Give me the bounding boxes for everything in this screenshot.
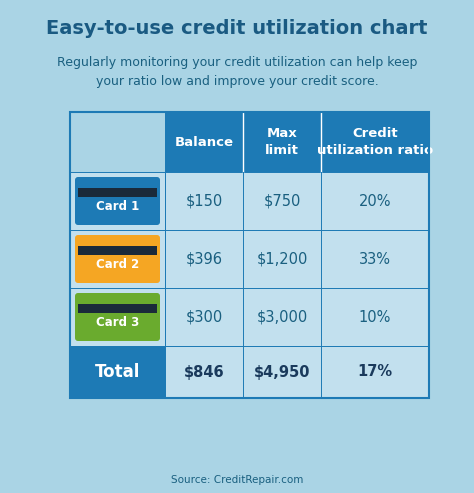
Text: Regularly monitoring your credit utilization can help keep
your ratio low and im: Regularly monitoring your credit utiliza… [57, 56, 417, 88]
FancyBboxPatch shape [75, 235, 160, 283]
Bar [70, 346, 165, 398]
Bar [70, 172, 165, 230]
Text: Easy-to-use credit utilization chart: Easy-to-use credit utilization chart [46, 19, 428, 37]
Text: Card 2: Card 2 [96, 258, 139, 272]
Text: Card 3: Card 3 [96, 317, 139, 329]
FancyBboxPatch shape [75, 293, 160, 341]
Text: Total: Total [95, 363, 140, 381]
Text: 33%: 33% [359, 251, 391, 267]
Bar [165, 112, 429, 172]
Bar [70, 112, 429, 398]
Text: $846: $846 [184, 364, 224, 380]
FancyBboxPatch shape [75, 177, 160, 225]
Text: $150: $150 [185, 193, 223, 209]
Text: Source: CreditRepair.com: Source: CreditRepair.com [171, 475, 303, 485]
Text: 20%: 20% [359, 193, 391, 209]
Text: $3,000: $3,000 [256, 310, 308, 324]
Bar [70, 230, 165, 288]
Text: Card 1: Card 1 [96, 201, 139, 213]
Bar [165, 230, 429, 288]
Text: $396: $396 [185, 251, 222, 267]
Text: $4,950: $4,950 [254, 364, 310, 380]
Text: 17%: 17% [357, 364, 392, 380]
Text: $750: $750 [264, 193, 301, 209]
Bar [165, 346, 429, 398]
Text: $300: $300 [185, 310, 223, 324]
Bar [70, 288, 165, 346]
Text: Balance: Balance [174, 136, 234, 148]
Text: Credit
utilization ratio: Credit utilization ratio [317, 127, 433, 157]
Text: Max
limit: Max limit [265, 127, 299, 157]
Bar [78, 304, 157, 313]
Bar [78, 188, 157, 197]
Bar [165, 288, 429, 346]
Text: 10%: 10% [359, 310, 391, 324]
Bar [78, 246, 157, 255]
Bar [165, 172, 429, 230]
Text: $1,200: $1,200 [256, 251, 308, 267]
